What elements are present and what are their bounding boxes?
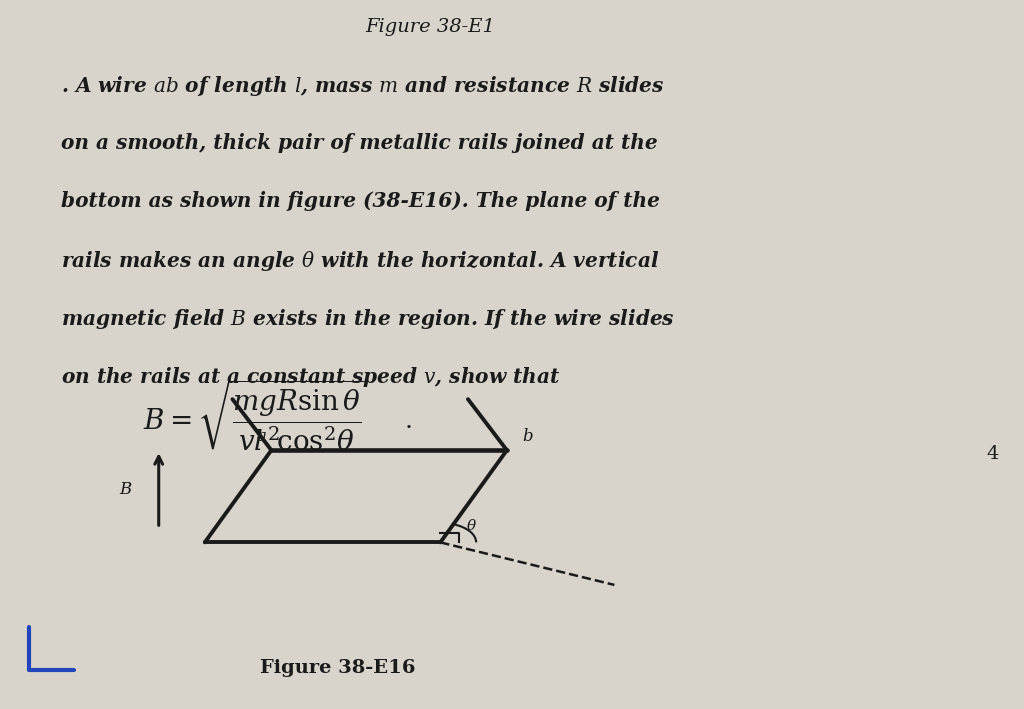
- Text: Figure 38-E16: Figure 38-E16: [260, 659, 416, 677]
- Text: on a smooth, thick pair of metallic rails joined at the: on a smooth, thick pair of metallic rail…: [61, 133, 658, 152]
- Text: rails makes an angle $\theta$ with the horizontal. A vertical: rails makes an angle $\theta$ with the h…: [61, 249, 659, 273]
- Text: magnetic field $B$ exists in the region. If the wire slides: magnetic field $B$ exists in the region.…: [61, 307, 676, 331]
- Text: a: a: [256, 428, 266, 445]
- Text: . A wire $ab$ of length $l$, mass $m$ and resistance $R$ slides: . A wire $ab$ of length $l$, mass $m$ an…: [61, 74, 666, 99]
- Text: b: b: [522, 428, 532, 445]
- Text: .: .: [404, 411, 413, 433]
- Text: 4: 4: [986, 445, 998, 463]
- Text: Figure 38-E1: Figure 38-E1: [366, 18, 495, 35]
- Text: on the rails at a constant speed $v$, show that: on the rails at a constant speed $v$, sh…: [61, 365, 561, 389]
- Text: $\theta$: $\theta$: [466, 518, 477, 533]
- Text: $B$: $B$: [120, 481, 133, 498]
- Text: $B = \sqrt{\dfrac{mgR\sin\theta}{vl^{\,2}\!\cos^2\!\theta}}$: $B = \sqrt{\dfrac{mgR\sin\theta}{vl^{\,2…: [143, 377, 369, 452]
- Text: bottom as shown in figure (38-E16). The plane of the: bottom as shown in figure (38-E16). The …: [61, 191, 660, 211]
